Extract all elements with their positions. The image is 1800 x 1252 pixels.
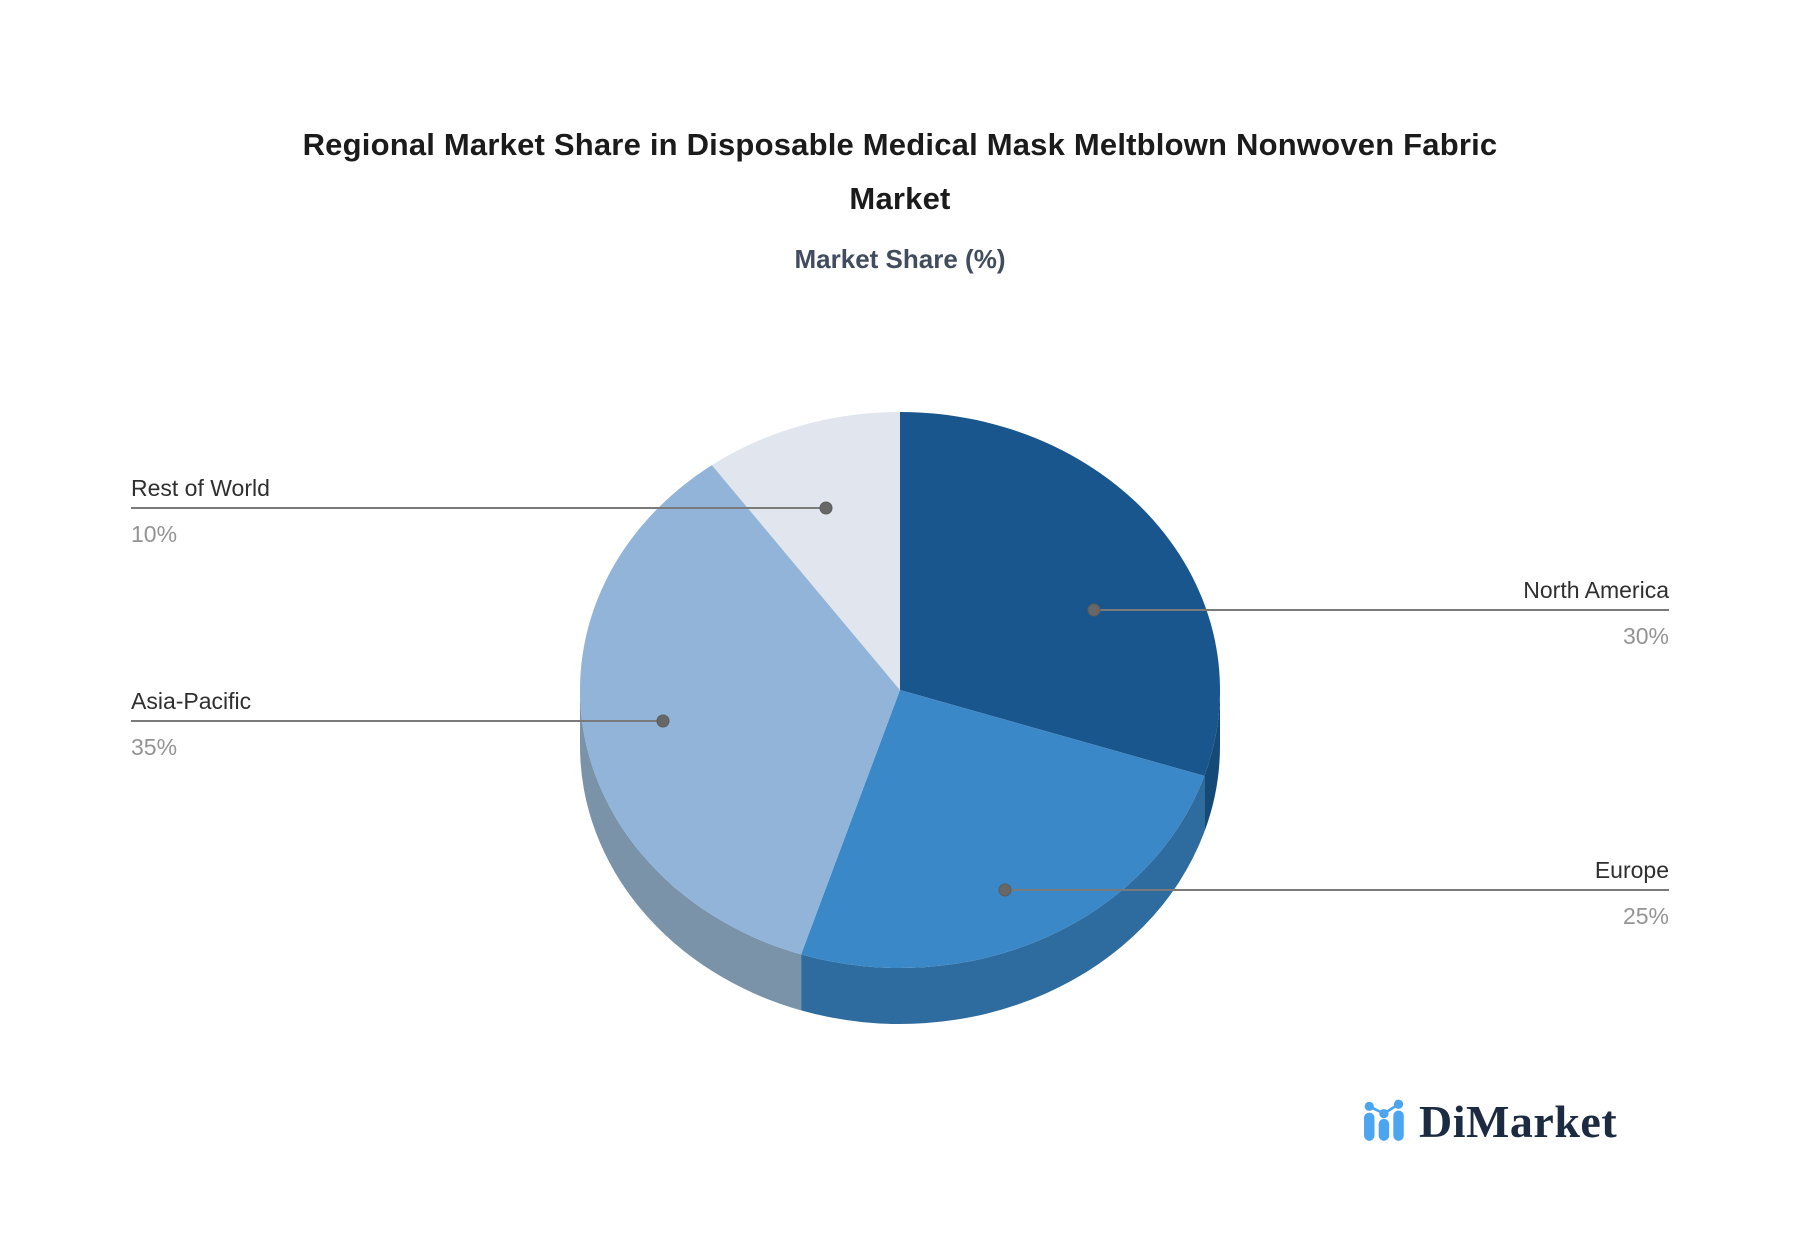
label-rest-of-world: Rest of World 10%: [131, 475, 833, 547]
pie-slice-europe[interactable]: [801, 690, 1205, 968]
pie-slice-side-north-america: [1204, 690, 1220, 832]
logo-wordmark: DiMarket: [1419, 1096, 1618, 1147]
pie-slices: [579, 411, 1221, 968]
pie-slice-side-asia-pacific: [580, 690, 802, 1011]
bar-chart-logo-icon: [1364, 1099, 1404, 1141]
pie-slice-rest-of-world[interactable]: [711, 412, 900, 690]
label-north-america: North America 30%: [1087, 577, 1669, 649]
pie-slice-north-america[interactable]: [900, 411, 1221, 776]
pie-3d-walls: [580, 690, 1220, 1024]
pie-slice-side-europe: [801, 775, 1205, 1024]
chart-title-line2: Market: [849, 181, 951, 216]
slice-label-percent: 30%: [1623, 623, 1669, 649]
label-europe: Europe 25%: [998, 857, 1669, 929]
slice-label-name: Rest of World: [131, 475, 270, 501]
slice-label-percent: 10%: [131, 521, 177, 547]
connector-dot: [1087, 603, 1101, 617]
chart-title-line1: Regional Market Share in Disposable Medi…: [302, 127, 1498, 162]
slice-label-percent: 35%: [131, 734, 177, 760]
pie-slice-asia-pacific[interactable]: [579, 465, 900, 955]
label-asia-pacific: Asia-Pacific 35%: [131, 688, 670, 760]
dimarket-logo[interactable]: DiMarket: [1363, 1092, 1617, 1152]
slice-label-name: Asia-Pacific: [131, 688, 251, 714]
chart-title: Regional Market Share in Disposable Medi…: [0, 118, 1800, 226]
chart-subtitle: Market Share (%): [794, 244, 1006, 274]
connector-dot: [656, 714, 670, 728]
slice-label-name: Europe: [1595, 857, 1669, 883]
slice-label-name: North America: [1523, 577, 1669, 603]
connector-dot: [998, 883, 1012, 897]
connector-dot: [819, 501, 833, 515]
slice-label-percent: 25%: [1623, 903, 1669, 929]
